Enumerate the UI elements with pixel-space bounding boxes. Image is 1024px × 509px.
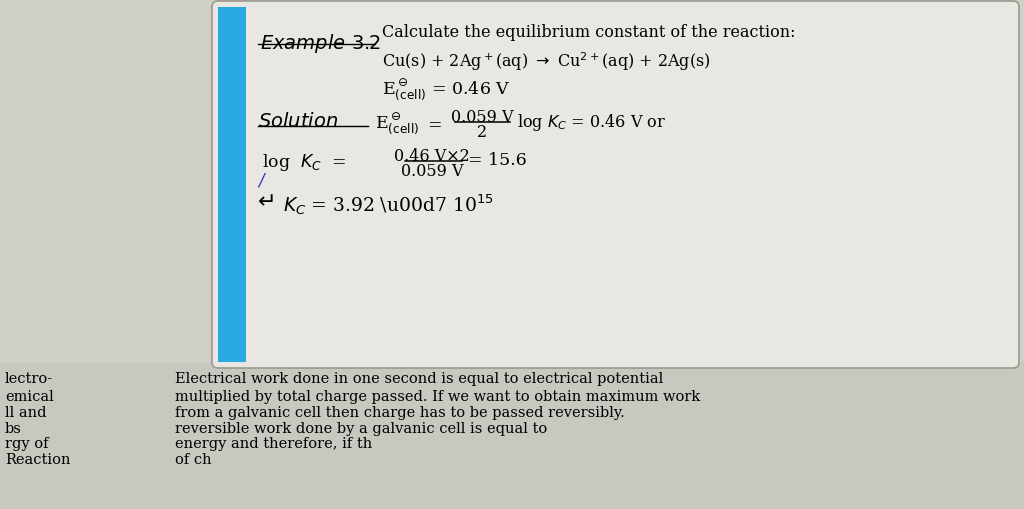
Text: = 15.6: = 15.6 bbox=[468, 152, 526, 168]
Text: of ch: of ch bbox=[175, 452, 212, 466]
Text: 2: 2 bbox=[477, 124, 487, 140]
Text: Calculate the equilibrium constant of the reaction:: Calculate the equilibrium constant of th… bbox=[382, 24, 796, 41]
Text: E$^\ominus_{\rm (cell)}$ = 0.46 V: E$^\ominus_{\rm (cell)}$ = 0.46 V bbox=[382, 78, 510, 103]
Text: E$^\ominus_{\rm (cell)}$: E$^\ominus_{\rm (cell)}$ bbox=[375, 112, 419, 137]
Text: from a galvanic cell then charge has to be passed reversibly.: from a galvanic cell then charge has to … bbox=[175, 405, 625, 419]
Text: =: = bbox=[427, 117, 441, 134]
Text: emical: emical bbox=[5, 389, 53, 403]
Text: lectro-: lectro- bbox=[5, 371, 53, 385]
Text: 0.059 V: 0.059 V bbox=[451, 109, 513, 126]
Text: ll and: ll and bbox=[5, 405, 46, 419]
Text: log  $K_C$  =: log $K_C$ = bbox=[262, 152, 346, 173]
Text: $K_C$ = 3.92 \u00d7 10$^{15}$: $K_C$ = 3.92 \u00d7 10$^{15}$ bbox=[283, 191, 494, 216]
Text: $\mathit{Example}$ $\mathit{3.2}$: $\mathit{Example}$ $\mathit{3.2}$ bbox=[260, 32, 381, 55]
Bar bbox=[218, 8, 246, 362]
Text: multiplied by total charge passed. If we want to obtain maximum work: multiplied by total charge passed. If we… bbox=[175, 389, 700, 403]
Text: rgy of: rgy of bbox=[5, 436, 48, 450]
Bar bbox=[0, 362, 1024, 509]
Text: log $K_C$ = 0.46 V or: log $K_C$ = 0.46 V or bbox=[517, 112, 666, 133]
Text: energy and therefore, if th: energy and therefore, if th bbox=[175, 436, 373, 450]
Text: 0.46 V×2: 0.46 V×2 bbox=[394, 148, 470, 165]
Text: reversible work done by a galvanic cell is equal to: reversible work done by a galvanic cell … bbox=[175, 421, 547, 435]
FancyBboxPatch shape bbox=[212, 2, 1019, 369]
Text: Cu(s) + 2Ag$^+$(aq) $\rightarrow$ Cu$^{2+}$(aq) + 2Ag(s): Cu(s) + 2Ag$^+$(aq) $\rightarrow$ Cu$^{2… bbox=[382, 50, 711, 73]
Text: bs: bs bbox=[5, 421, 22, 435]
Text: 0.059 V: 0.059 V bbox=[400, 163, 463, 180]
Text: Reaction: Reaction bbox=[5, 452, 71, 466]
Text: ↵: ↵ bbox=[258, 191, 276, 212]
Text: /: / bbox=[258, 172, 263, 190]
Text: $\mathit{Solution}$: $\mathit{Solution}$ bbox=[258, 112, 338, 131]
Text: Electrical work done in one second is equal to electrical potential: Electrical work done in one second is eq… bbox=[175, 371, 664, 385]
